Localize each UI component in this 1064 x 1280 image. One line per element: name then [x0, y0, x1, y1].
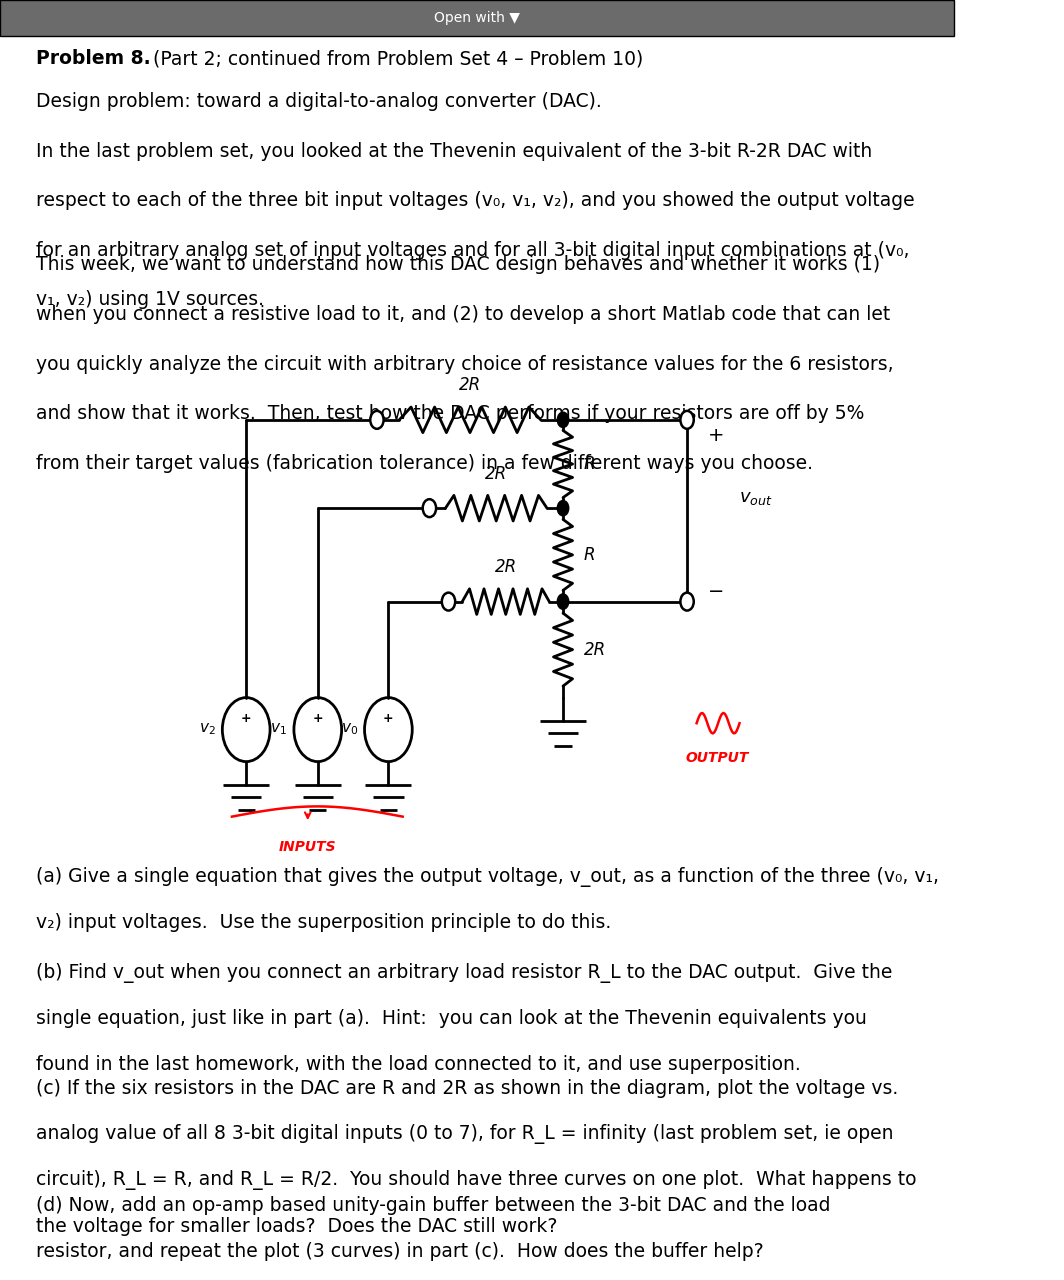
Text: 2R: 2R	[495, 558, 517, 576]
Text: In the last problem set, you looked at the Thevenin equivalent of the 3-bit R-2R: In the last problem set, you looked at t…	[36, 142, 872, 160]
Text: R: R	[584, 454, 596, 474]
Text: +: +	[240, 712, 251, 724]
Text: +: +	[313, 712, 323, 724]
Text: you quickly analyze the circuit with arbitrary choice of resistance values for t: you quickly analyze the circuit with arb…	[36, 355, 894, 374]
Circle shape	[558, 412, 569, 428]
Text: from their target values (fabrication tolerance) in a few different ways you cho: from their target values (fabrication to…	[36, 453, 813, 472]
Text: +: +	[708, 426, 725, 444]
Text: Problem 8.: Problem 8.	[36, 50, 151, 68]
Text: R: R	[584, 545, 596, 564]
Circle shape	[422, 499, 436, 517]
Text: the voltage for smaller loads?  Does the DAC still work?: the voltage for smaller loads? Does the …	[36, 1217, 558, 1235]
Text: $v_0$: $v_0$	[340, 722, 358, 737]
FancyBboxPatch shape	[0, 0, 954, 36]
Circle shape	[442, 593, 455, 611]
Text: for an arbitrary analog set of input voltages and for all 3-bit digital input co: for an arbitrary analog set of input vol…	[36, 241, 910, 260]
Text: (b) Find v_out when you connect an arbitrary load resistor R_L to the DAC output: (b) Find v_out when you connect an arbit…	[36, 963, 893, 983]
Circle shape	[558, 594, 569, 609]
Circle shape	[680, 593, 694, 611]
Text: Open with ▼: Open with ▼	[434, 12, 520, 24]
Circle shape	[370, 411, 384, 429]
Text: $v_1$: $v_1$	[270, 722, 287, 737]
Text: This week, we want to understand how this DAC design behaves and whether it work: This week, we want to understand how thi…	[36, 256, 880, 274]
Text: respect to each of the three bit input voltages (v₀, v₁, v₂), and you showed the: respect to each of the three bit input v…	[36, 191, 915, 210]
Text: −: −	[708, 582, 725, 600]
Circle shape	[558, 500, 569, 516]
Text: INPUTS: INPUTS	[279, 840, 336, 854]
Text: when you connect a resistive load to it, and (2) to develop a short Matlab code : when you connect a resistive load to it,…	[36, 305, 891, 324]
Text: $v_2$: $v_2$	[199, 722, 216, 737]
Text: resistor, and repeat the plot (3 curves) in part (c).  How does the buffer help?: resistor, and repeat the plot (3 curves)…	[36, 1243, 764, 1261]
Text: 2R: 2R	[485, 465, 508, 483]
Text: analog value of all 8 3-bit digital inputs (0 to 7), for R_L = infinity (last pr: analog value of all 8 3-bit digital inpu…	[36, 1124, 894, 1144]
Text: single equation, just like in part (a).  Hint:  you can look at the Thevenin equ: single equation, just like in part (a). …	[36, 1010, 867, 1028]
Text: 2R: 2R	[584, 640, 606, 659]
Text: +: +	[383, 712, 394, 724]
Text: 2R: 2R	[459, 376, 481, 394]
Text: circuit), R_L = R, and R_L = R/2.  You should have three curves on one plot.  Wh: circuit), R_L = R, and R_L = R/2. You sh…	[36, 1170, 917, 1190]
Text: (a) Give a single equation that gives the output voltage, v_out, as a function o: (a) Give a single equation that gives th…	[36, 867, 940, 887]
Text: Design problem: toward a digital-to-analog converter (DAC).: Design problem: toward a digital-to-anal…	[36, 92, 602, 110]
Text: found in the last homework, with the load connected to it, and use superposition: found in the last homework, with the loa…	[36, 1056, 801, 1074]
Text: (c) If the six resistors in the DAC are R and 2R as shown in the diagram, plot t: (c) If the six resistors in the DAC are …	[36, 1079, 898, 1097]
Text: v₁, v₂) using 1V sources.: v₁, v₂) using 1V sources.	[36, 291, 264, 310]
Text: OUTPUT: OUTPUT	[686, 751, 749, 765]
Text: v₂) input voltages.  Use the superposition principle to do this.: v₂) input voltages. Use the superpositio…	[36, 914, 612, 932]
Text: (d) Now, add an op-amp based unity-gain buffer between the 3-bit DAC and the loa: (d) Now, add an op-amp based unity-gain …	[36, 1197, 831, 1215]
Circle shape	[680, 411, 694, 429]
Text: $v_{out}$: $v_{out}$	[738, 489, 772, 507]
Text: and show that it works.  Then, test how the DAC performs if your resistors are o: and show that it works. Then, test how t…	[36, 404, 865, 424]
Text: (Part 2; continued from Problem Set 4 – Problem 10): (Part 2; continued from Problem Set 4 – …	[142, 50, 644, 68]
